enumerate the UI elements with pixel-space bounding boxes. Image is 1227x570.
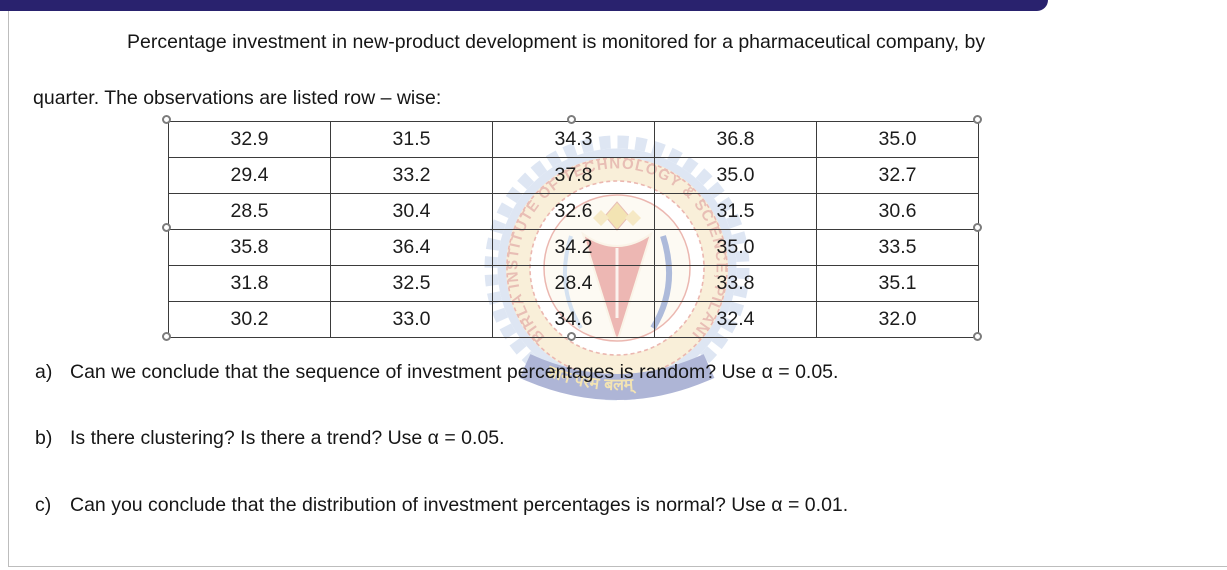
table-cell[interactable]: 28.5 <box>168 193 331 230</box>
table-cell[interactable]: 35.8 <box>168 229 331 266</box>
table-cell[interactable]: 32.0 <box>816 301 979 338</box>
table-row: 32.9 31.5 34.3 36.8 35.0 <box>168 121 979 158</box>
table-cell[interactable]: 31.8 <box>168 265 331 302</box>
table-cell[interactable]: 33.8 <box>654 265 817 302</box>
selection-handle-bottom-center[interactable] <box>566 331 576 341</box>
question-c-label: c) <box>35 494 52 516</box>
problem-statement-line2: quarter. The observations are listed row… <box>33 87 442 109</box>
table-cell[interactable]: 36.8 <box>654 121 817 158</box>
table-cell[interactable]: 29.4 <box>168 157 331 194</box>
question-b-label: b) <box>35 427 53 449</box>
slide-left-edge <box>8 11 9 567</box>
observations-table[interactable]: 32.9 31.5 34.3 36.8 35.0 29.4 33.2 37.8 35.0 32.7… <box>168 121 979 338</box>
table-cell[interactable]: 32.9 <box>168 121 331 158</box>
question-a-label: a) <box>35 361 53 383</box>
table-cell[interactable]: 35.0 <box>654 157 817 194</box>
problem-statement-line1: Percentage investment in new-product dev… <box>127 31 986 53</box>
table-cell[interactable]: 31.5 <box>330 121 493 158</box>
table-cell[interactable]: 28.4 <box>492 265 655 302</box>
table-cell[interactable]: 35.0 <box>654 229 817 266</box>
table-cell[interactable]: 36.4 <box>330 229 493 266</box>
question-a-text: Can we conclude that the sequence of inv… <box>70 361 839 383</box>
question-c: c) Can you conclude that the distribution… <box>35 494 848 517</box>
table-cell[interactable]: 32.6 <box>492 193 655 230</box>
table-row: 28.5 30.4 32.6 31.5 30.6 <box>168 193 979 230</box>
table-cell[interactable]: 33.2 <box>330 157 493 194</box>
table-cell[interactable]: 30.6 <box>816 193 979 230</box>
table-row: 35.8 36.4 34.2 35.0 33.5 <box>168 229 979 266</box>
table-cell[interactable]: 35.1 <box>816 265 979 302</box>
selection-handle-top-center[interactable] <box>566 114 576 124</box>
selection-handle-middle-right[interactable] <box>972 222 982 232</box>
slide-bottom-edge <box>8 566 1227 567</box>
table-cell[interactable]: 32.7 <box>816 157 979 194</box>
table-cell[interactable]: 33.5 <box>816 229 979 266</box>
table-row: 29.4 33.2 37.8 35.0 32.7 <box>168 157 979 194</box>
question-b: b) Is there clustering? Is there a trend?… <box>35 427 505 450</box>
table-body: 32.9 31.5 34.3 36.8 35.0 29.4 33.2 37.8 35.0 32.7… <box>168 121 979 338</box>
table-cell[interactable]: 37.8 <box>492 157 655 194</box>
table-row: 31.8 32.5 28.4 33.8 35.1 <box>168 265 979 302</box>
table-cell[interactable]: 30.4 <box>330 193 493 230</box>
question-c-text: Can you conclude that the distribution o… <box>70 494 849 516</box>
table-cell[interactable]: 35.0 <box>816 121 979 158</box>
table-cell[interactable]: 31.5 <box>654 193 817 230</box>
table-cell[interactable]: 34.2 <box>492 229 655 266</box>
table-cell[interactable]: 33.0 <box>330 301 493 338</box>
selection-handle-top-left[interactable] <box>161 114 171 124</box>
selection-handle-bottom-left[interactable] <box>161 331 171 341</box>
table-cell[interactable]: 34.3 <box>492 121 655 158</box>
table-cell[interactable]: 32.4 <box>654 301 817 338</box>
question-a: a) Can we conclude that the sequence of i… <box>35 361 838 384</box>
question-b-text: Is there clustering? Is there a trend? U… <box>70 427 505 449</box>
selection-handle-top-right[interactable] <box>972 114 982 124</box>
table-cell[interactable]: 30.2 <box>168 301 331 338</box>
selection-handle-bottom-right[interactable] <box>972 331 982 341</box>
table-cell[interactable]: 32.5 <box>330 265 493 302</box>
selection-handle-middle-left[interactable] <box>161 222 171 232</box>
top-accent-bar <box>0 0 1048 11</box>
